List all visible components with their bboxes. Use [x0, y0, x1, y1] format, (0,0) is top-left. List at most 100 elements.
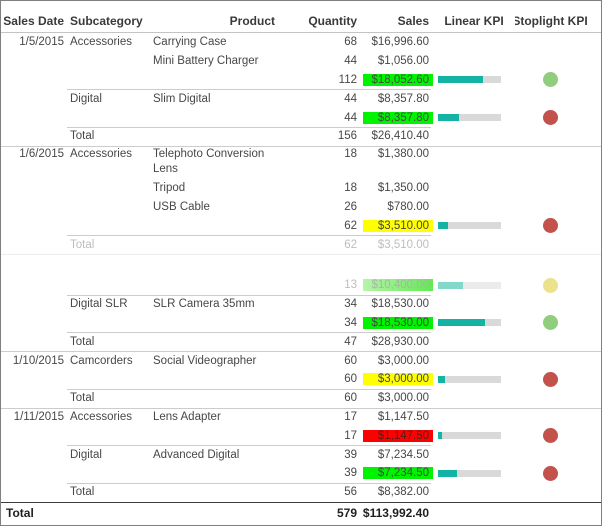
quantity-cell: 60 — [344, 373, 357, 386]
table-body: 1/5/2015 Accessories Carrying Case 68 $16,99… — [1, 33, 601, 502]
linear-kpi-cell — [433, 432, 515, 440]
table-row: 60 $3,000.00 — [1, 370, 601, 389]
column-header-quantity: Quantity — [308, 13, 357, 28]
column-header-linear-kpi: Linear KPI — [444, 13, 504, 28]
linear-kpi-bar — [438, 222, 501, 230]
table-row: 1/6/2015 Accessories Telephoto Conversion … — [1, 145, 601, 179]
quantity-cell: 39 — [344, 467, 357, 480]
linear-kpi-bar — [438, 375, 501, 383]
table-row: Tripod 18 $1,350.00 — [1, 179, 601, 198]
quantity-cell: 18 — [344, 182, 357, 195]
sales-cell: $3,000.00 — [357, 355, 433, 367]
column-header-sales: Sales — [397, 13, 429, 28]
linear-kpi-bar-fill — [438, 319, 485, 327]
table-row: Total 156 $26,410.40 — [1, 126, 601, 146]
sales-cell: $26,410.40 — [357, 130, 433, 142]
column-header-stoplight-kpi: Stoplight KPI — [515, 13, 588, 28]
linear-kpi-bar — [438, 76, 501, 84]
subcategory-cell: Digital — [70, 92, 102, 105]
table-row: 1/11/2015 Accessories Lens Adapter 17 $1,147… — [1, 407, 601, 427]
linear-kpi-bar-fill — [438, 375, 445, 383]
subcategory-cell: Digital — [70, 448, 102, 461]
product-cell: Slim Digital — [153, 92, 211, 105]
table-row: Total 60 $3,000.00 — [1, 388, 601, 408]
linear-kpi-bar — [438, 281, 501, 289]
quantity-cell: 62 — [344, 238, 357, 251]
sales-cell: $1,147.50 — [357, 411, 433, 423]
subcategory-cell: Accessories — [70, 36, 132, 49]
sales-kpi-highlight-cell: $18,530.00 — [363, 316, 433, 329]
quantity-cell: 44 — [344, 92, 357, 105]
sales-date-cell: 1/11/2015 — [13, 410, 64, 423]
stoplight-indicator-icon — [542, 428, 558, 444]
sales-value: $780.00 — [387, 200, 429, 213]
product-cell: SLR Camera 35mm — [153, 298, 255, 311]
table-row: 1/10/2015 Camcorders Social Videographer 60… — [1, 351, 601, 370]
linear-kpi-cell — [433, 375, 515, 383]
table-row: 1/5/2015 Accessories Carrying Case 68 $16,99… — [1, 33, 601, 52]
linear-kpi-bar-fill — [438, 432, 442, 440]
subcategory-cell: Accessories — [70, 410, 132, 423]
subcategory-cell: Total — [70, 238, 95, 251]
quantity-cell: 26 — [344, 200, 357, 213]
quantity-cell: 60 — [344, 392, 357, 405]
sales-cell: $1,350.00 — [357, 182, 433, 194]
sales-cell: $8,357.80 — [357, 93, 433, 105]
table-row: 13 $10,400.00 — [1, 276, 601, 295]
stoplight-kpi-cell — [515, 110, 601, 126]
subcategory-cell: Total — [70, 486, 95, 499]
sales-value: $16,996.60 — [371, 36, 429, 49]
stoplight-indicator-icon — [542, 110, 558, 126]
stoplight-kpi-cell — [515, 218, 601, 234]
sales-cell: $3,000.00 — [357, 373, 433, 386]
table-row: Digital Slim Digital 44 $8,357.80 — [1, 89, 601, 108]
quantity-cell: 156 — [337, 130, 357, 143]
linear-kpi-bar-fill — [438, 76, 483, 84]
linear-kpi-bar — [438, 319, 501, 327]
table-row: 39 $7,234.50 — [1, 464, 601, 483]
sales-value: $3,000.00 — [377, 354, 429, 367]
stoplight-kpi-cell — [515, 371, 601, 387]
quantity-cell: 47 — [344, 335, 357, 348]
subcategory-cell: Total — [70, 130, 95, 143]
sales-cell: $1,147.50 — [357, 429, 433, 442]
subcategory-cell: Camcorders — [70, 354, 133, 367]
quantity-cell: 112 — [338, 73, 357, 86]
sales-cell: $18,530.00 — [357, 316, 433, 329]
grand-total-label: Total — [6, 506, 34, 521]
sales-date-cell: 1/6/2015 — [19, 147, 64, 160]
quantity-cell: 13 — [344, 279, 357, 292]
product-cell: Carrying Case — [153, 36, 227, 49]
sales-cell: $28,930.00 — [357, 336, 433, 348]
linear-kpi-bar-fill — [438, 222, 449, 230]
product-cell: Tripod — [153, 182, 186, 195]
sales-kpi-highlight-cell: $18,052.60 — [363, 73, 433, 86]
sales-value: $8,382.00 — [377, 486, 429, 499]
subcategory-cell: Total — [70, 335, 95, 348]
linear-kpi-bar — [438, 114, 501, 122]
product-cell: Lens Adapter — [153, 410, 221, 423]
sales-kpi-highlight-cell: $3,510.00 — [363, 219, 433, 232]
quantity-cell: 44 — [344, 55, 357, 68]
sales-cell: $10,400.00 — [357, 279, 433, 292]
subcategory-cell: Total — [70, 392, 95, 405]
table-row: 34 $18,530.00 — [1, 314, 601, 333]
subcategory-cell: Accessories — [70, 147, 132, 160]
sales-kpi-highlight-cell: $8,357.80 — [363, 111, 433, 124]
product-cell: Advanced Digital — [153, 448, 240, 461]
sales-cell: $1,056.00 — [357, 55, 433, 67]
sales-cell: $1,380.00 — [357, 147, 433, 162]
table-row: Digital Advanced Digital 39 $7,234.50 — [1, 445, 601, 464]
sales-value: $1,056.00 — [377, 55, 429, 68]
stoplight-indicator-icon — [542, 277, 558, 293]
quantity-cell: 18 — [344, 147, 357, 160]
sales-kpi-highlight-cell: $10,400.00 — [363, 279, 433, 292]
sales-value: $7,234.50 — [377, 448, 429, 461]
sales-cell: $18,052.60 — [357, 73, 433, 86]
product-cell: Mini Battery Charger — [153, 55, 259, 68]
stoplight-kpi-cell — [515, 72, 601, 88]
table-header-row: Sales Date Subcategory Product Quantity … — [1, 9, 601, 33]
grand-total-row: Total 579 $113,992.40 — [1, 501, 601, 525]
stoplight-indicator-icon — [542, 218, 558, 234]
quantity-cell: 34 — [344, 298, 357, 311]
